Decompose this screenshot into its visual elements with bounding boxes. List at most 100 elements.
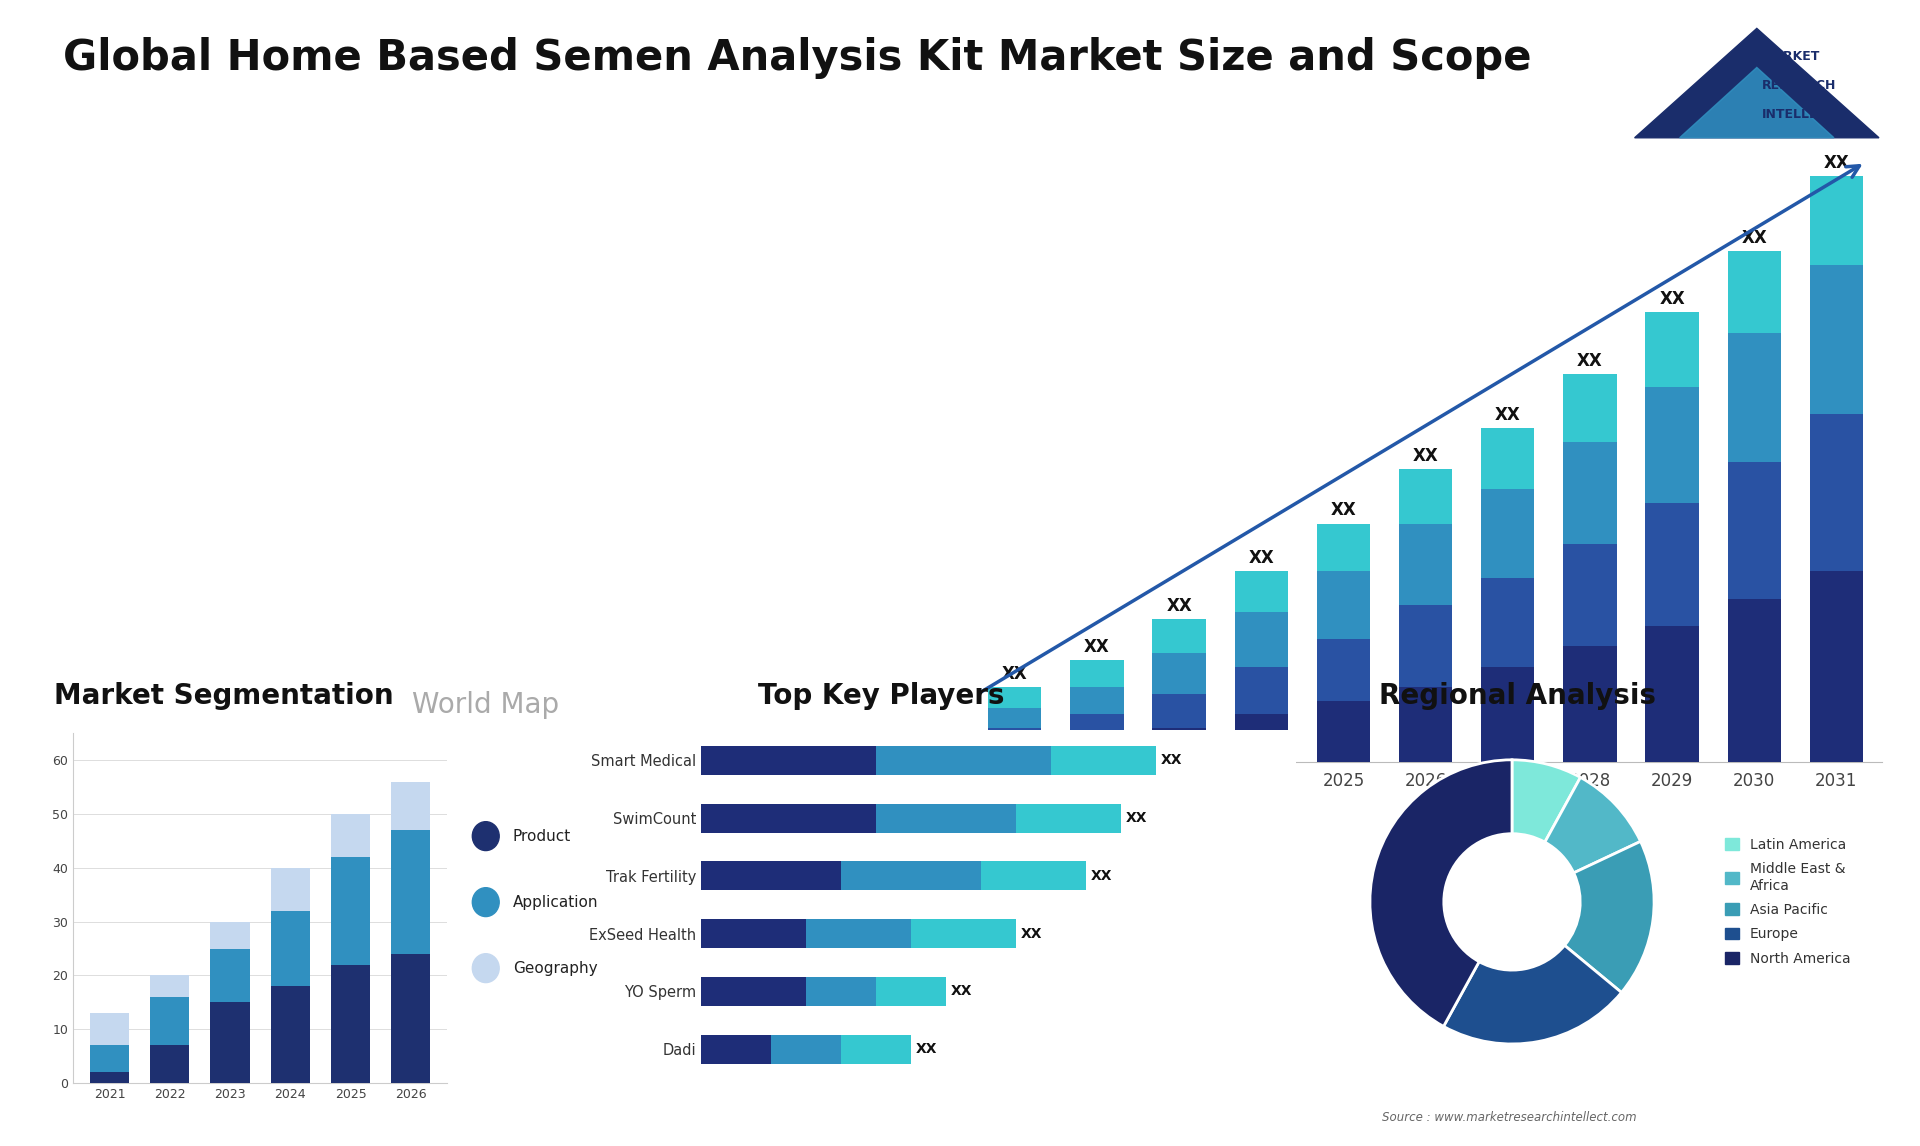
Bar <box>150 1045 190 1083</box>
Bar <box>271 911 309 987</box>
Bar <box>1563 544 1617 646</box>
Bar <box>701 978 806 1006</box>
Bar <box>910 919 1016 948</box>
Bar <box>981 862 1087 890</box>
Bar <box>1480 578 1534 667</box>
Bar <box>1563 646 1617 762</box>
Bar <box>1317 700 1371 762</box>
Bar <box>90 1013 129 1045</box>
Bar <box>1400 605 1452 688</box>
Bar <box>1728 332 1782 462</box>
Bar <box>770 1035 841 1063</box>
Bar <box>701 919 806 948</box>
Bar <box>1728 462 1782 598</box>
Text: Regional Analysis: Regional Analysis <box>1379 682 1655 709</box>
Bar <box>876 803 1016 832</box>
Bar <box>1645 503 1699 626</box>
Wedge shape <box>1444 945 1622 1044</box>
Bar <box>1069 688 1123 714</box>
Text: XX: XX <box>1021 927 1043 941</box>
Bar <box>701 746 876 775</box>
Bar <box>1400 524 1452 605</box>
Bar <box>1235 714 1288 762</box>
Bar <box>1480 667 1534 762</box>
Bar <box>90 1073 129 1083</box>
Text: XX: XX <box>1413 447 1438 465</box>
Bar <box>330 857 371 965</box>
Text: XX: XX <box>1127 811 1148 825</box>
Bar <box>1480 489 1534 578</box>
Bar <box>330 814 371 857</box>
Polygon shape <box>1634 29 1880 138</box>
Bar <box>1069 741 1123 762</box>
Text: MARKET: MARKET <box>1763 50 1820 63</box>
Bar <box>271 987 309 1083</box>
Text: Global Home Based Semen Analysis Kit Market Size and Scope: Global Home Based Semen Analysis Kit Mar… <box>63 37 1532 79</box>
Bar <box>1645 626 1699 762</box>
Bar <box>1317 571 1371 639</box>
Bar <box>211 949 250 1003</box>
Bar <box>1235 571 1288 612</box>
Polygon shape <box>1680 68 1834 138</box>
Text: World Map: World Map <box>413 691 559 719</box>
Bar <box>1811 176 1862 265</box>
Bar <box>989 728 1041 748</box>
Bar <box>1317 524 1371 571</box>
Text: Top Key Players: Top Key Players <box>758 682 1004 709</box>
Bar <box>989 748 1041 762</box>
Bar <box>989 707 1041 728</box>
Bar <box>1480 429 1534 489</box>
Bar <box>1069 714 1123 741</box>
Text: XX: XX <box>1091 869 1114 882</box>
Bar <box>1152 653 1206 694</box>
Text: Product: Product <box>513 829 570 843</box>
Text: XX: XX <box>1824 154 1849 172</box>
Bar <box>1728 598 1782 762</box>
Text: XX: XX <box>916 1042 937 1057</box>
Circle shape <box>472 822 499 850</box>
Text: Geography: Geography <box>513 960 597 975</box>
Bar <box>1400 688 1452 762</box>
Bar <box>1728 251 1782 332</box>
Bar <box>1563 374 1617 441</box>
Bar <box>701 1035 770 1063</box>
Text: Market Segmentation: Market Segmentation <box>54 682 394 709</box>
Bar <box>392 953 430 1083</box>
Bar <box>1050 746 1156 775</box>
Bar <box>150 975 190 997</box>
Text: XX: XX <box>1002 665 1027 683</box>
Bar <box>876 746 1050 775</box>
Text: Source : www.marketresearchintellect.com: Source : www.marketresearchintellect.com <box>1382 1110 1638 1124</box>
Bar <box>989 688 1041 707</box>
Bar <box>1811 415 1862 571</box>
Text: RESEARCH: RESEARCH <box>1763 79 1837 92</box>
Wedge shape <box>1371 760 1513 1027</box>
Text: XX: XX <box>1659 290 1686 308</box>
Text: XX: XX <box>1331 502 1356 519</box>
Bar <box>1235 667 1288 714</box>
Bar <box>841 1035 910 1063</box>
Text: XX: XX <box>1162 753 1183 768</box>
Bar <box>1016 803 1121 832</box>
Bar <box>806 919 910 948</box>
Text: XX: XX <box>1576 352 1603 369</box>
Bar <box>1317 639 1371 700</box>
Wedge shape <box>1565 841 1653 992</box>
Bar <box>841 862 981 890</box>
Bar <box>211 1003 250 1083</box>
Bar <box>1811 265 1862 415</box>
Bar <box>1152 694 1206 728</box>
Bar <box>150 997 190 1045</box>
Text: INTELLECT: INTELLECT <box>1763 108 1836 120</box>
Bar <box>1645 312 1699 387</box>
Bar <box>1152 619 1206 653</box>
Bar <box>1645 387 1699 503</box>
Text: XX: XX <box>1496 406 1521 424</box>
Text: XX: XX <box>1248 549 1275 567</box>
Bar <box>701 803 876 832</box>
Wedge shape <box>1511 760 1580 842</box>
Bar <box>806 978 876 1006</box>
Bar <box>392 782 430 830</box>
Bar <box>1400 469 1452 524</box>
Wedge shape <box>1546 777 1640 873</box>
